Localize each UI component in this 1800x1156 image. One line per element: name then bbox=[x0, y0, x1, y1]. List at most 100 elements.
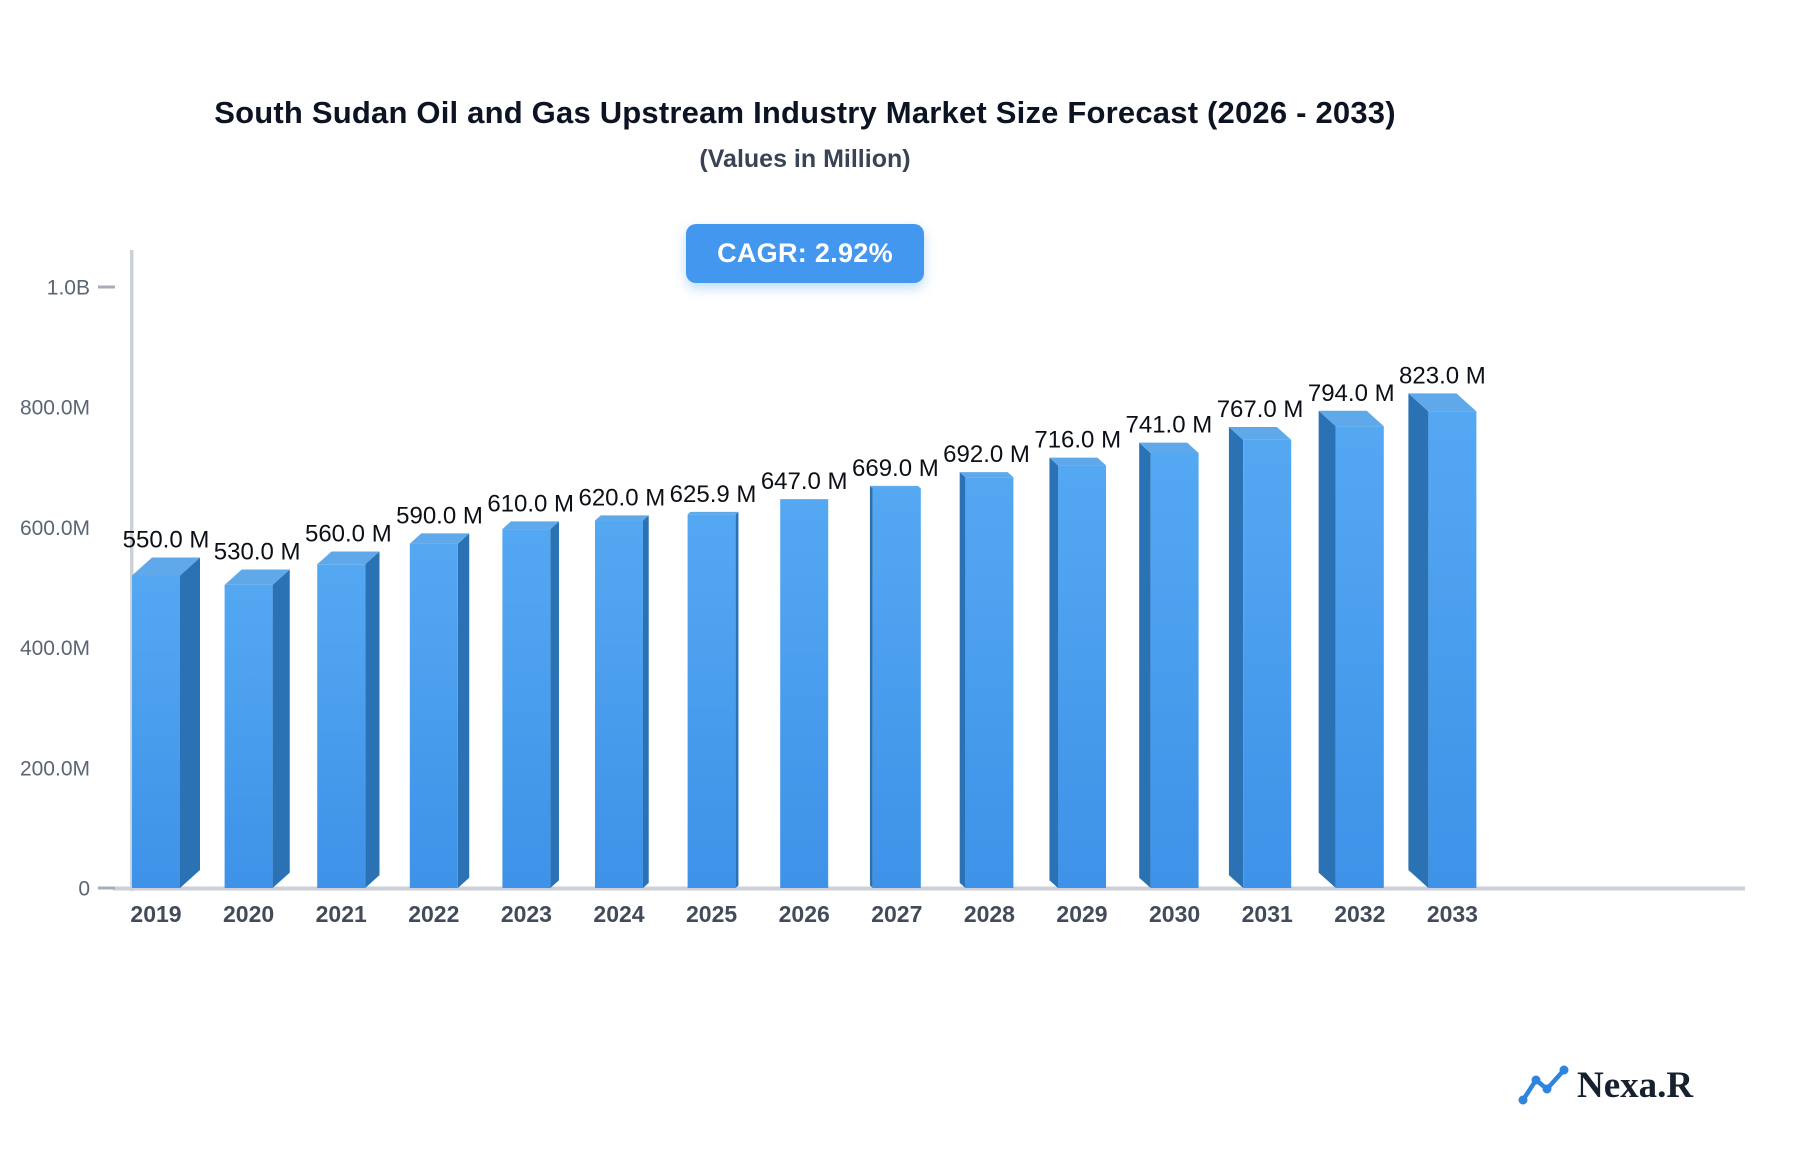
y-tick-label: 0 bbox=[78, 878, 90, 901]
bar-value-label: 741.0 M bbox=[1126, 412, 1213, 439]
bar-value-label: 767.0 M bbox=[1217, 396, 1304, 423]
y-tick-label: 800.0M bbox=[20, 397, 90, 420]
bar-top-face bbox=[595, 515, 649, 521]
bar-value-label: 647.0 M bbox=[761, 468, 848, 495]
bar-front-face bbox=[317, 564, 366, 888]
bar-front-face bbox=[687, 514, 736, 888]
x-tick-label: 2026 bbox=[779, 901, 830, 927]
y-tick-label: 600.0M bbox=[20, 517, 90, 540]
bar-side-face bbox=[365, 551, 380, 888]
bar-side-face bbox=[457, 533, 470, 888]
x-tick-label: 2030 bbox=[1149, 901, 1200, 927]
x-tick-label: 2032 bbox=[1334, 901, 1385, 927]
bar-side-face bbox=[1408, 393, 1429, 888]
x-tick-label: 2020 bbox=[223, 901, 274, 927]
line-chart-icon bbox=[1518, 1065, 1569, 1105]
x-tick-label: 2027 bbox=[871, 901, 922, 927]
bar-top-face bbox=[687, 511, 739, 515]
cagr-badge: CAGR: 2.92% bbox=[686, 224, 924, 283]
chart-subtitle: (Values in Million) bbox=[699, 145, 911, 173]
x-tick-label: 2023 bbox=[501, 901, 552, 927]
x-tick-label: 2024 bbox=[593, 901, 644, 927]
bar-front-face bbox=[224, 584, 273, 888]
bar-value-label: 716.0 M bbox=[1034, 427, 1121, 454]
bar-side-face bbox=[272, 569, 290, 888]
chart-header: South Sudan Oil and Gas Upstream Industr… bbox=[0, 0, 1610, 174]
bar-front-face bbox=[780, 499, 829, 888]
bar-front-face bbox=[595, 520, 643, 888]
bar-front-face bbox=[132, 575, 180, 888]
bar-2031[interactable] bbox=[1228, 427, 1292, 888]
x-axis-line bbox=[113, 886, 1745, 891]
bar-side-face bbox=[550, 521, 559, 888]
y-tick-dash bbox=[98, 285, 115, 289]
bar-value-label: 794.0 M bbox=[1308, 380, 1395, 407]
cagr-badge-label: CAGR: 2.92% bbox=[717, 238, 893, 268]
y-tick-label: 400.0M bbox=[20, 637, 90, 660]
bar-2029[interactable] bbox=[1049, 457, 1106, 888]
chart-title: South Sudan Oil and Gas Upstream Industr… bbox=[214, 95, 1396, 130]
x-tick-label: 2025 bbox=[686, 901, 737, 927]
bar-side-face bbox=[1139, 442, 1151, 888]
bar-2024[interactable] bbox=[595, 515, 649, 888]
bar-value-label: 560.0 M bbox=[305, 520, 392, 547]
bar-2021[interactable] bbox=[317, 551, 380, 888]
bar-value-label: 590.0 M bbox=[396, 502, 483, 529]
bar-2033[interactable] bbox=[1408, 393, 1477, 888]
bar-2030[interactable] bbox=[1139, 442, 1199, 888]
bar-value-label: 620.0 M bbox=[578, 484, 665, 511]
brand-logo-text: Nexa.R bbox=[1577, 1064, 1694, 1106]
bar-2028[interactable] bbox=[959, 472, 1014, 888]
bar-front-face bbox=[965, 477, 1014, 888]
bar-2022[interactable] bbox=[409, 533, 470, 888]
bar-side-face bbox=[180, 557, 200, 888]
x-tick-label: 2019 bbox=[130, 901, 181, 927]
x-tick-label: 2028 bbox=[964, 901, 1015, 927]
y-axis-line bbox=[130, 250, 134, 891]
bar-front-face bbox=[872, 488, 921, 888]
bar-front-face bbox=[502, 529, 551, 888]
bar-side-face bbox=[1228, 427, 1244, 888]
bar-value-label: 610.0 M bbox=[487, 490, 574, 517]
x-tick-label: 2029 bbox=[1056, 901, 1107, 927]
bar-2026[interactable] bbox=[780, 499, 829, 888]
bar-top-face bbox=[1318, 410, 1384, 427]
bar-front-face bbox=[1335, 426, 1384, 888]
x-tick-label: 2031 bbox=[1242, 901, 1293, 927]
bar-top-face bbox=[1408, 393, 1477, 412]
bar-value-label: 550.0 M bbox=[123, 526, 210, 553]
bar-2025[interactable] bbox=[687, 511, 739, 888]
bar-top-face bbox=[317, 551, 380, 565]
bar-side-face bbox=[735, 511, 739, 888]
bar-2020[interactable] bbox=[224, 569, 290, 888]
x-tick-label: 2022 bbox=[408, 901, 459, 927]
bar-side-face bbox=[959, 472, 966, 888]
y-tick-label: 1.0B bbox=[47, 277, 90, 300]
bar-side-face bbox=[1318, 410, 1336, 888]
bar-top-face bbox=[224, 569, 290, 585]
bar-top-face bbox=[959, 472, 1014, 478]
bar-top-face bbox=[502, 521, 559, 530]
bar-side-face bbox=[1049, 457, 1058, 888]
bar-top-face bbox=[1228, 427, 1292, 440]
bar-value-label: 692.0 M bbox=[943, 441, 1030, 468]
bar-2019[interactable] bbox=[132, 557, 200, 888]
bar-top-face bbox=[409, 533, 470, 544]
bar-front-face bbox=[1243, 439, 1292, 888]
x-tick-label: 2021 bbox=[316, 901, 367, 927]
bar-side-face bbox=[869, 485, 873, 888]
y-tick-dash bbox=[98, 886, 115, 890]
bar-top-face bbox=[1049, 457, 1106, 466]
bar-value-label: 625.9 M bbox=[670, 481, 757, 508]
bar-front-face bbox=[409, 543, 458, 888]
bar-top-face bbox=[132, 557, 200, 576]
bar-top-face bbox=[1139, 442, 1199, 453]
x-tick-label: 2033 bbox=[1427, 901, 1478, 927]
bar-2023[interactable] bbox=[502, 521, 559, 888]
bar-2032[interactable] bbox=[1318, 410, 1384, 888]
bar-value-label: 530.0 M bbox=[214, 538, 301, 565]
bar-value-label: 823.0 M bbox=[1399, 362, 1486, 389]
bar-2027[interactable] bbox=[869, 485, 921, 888]
